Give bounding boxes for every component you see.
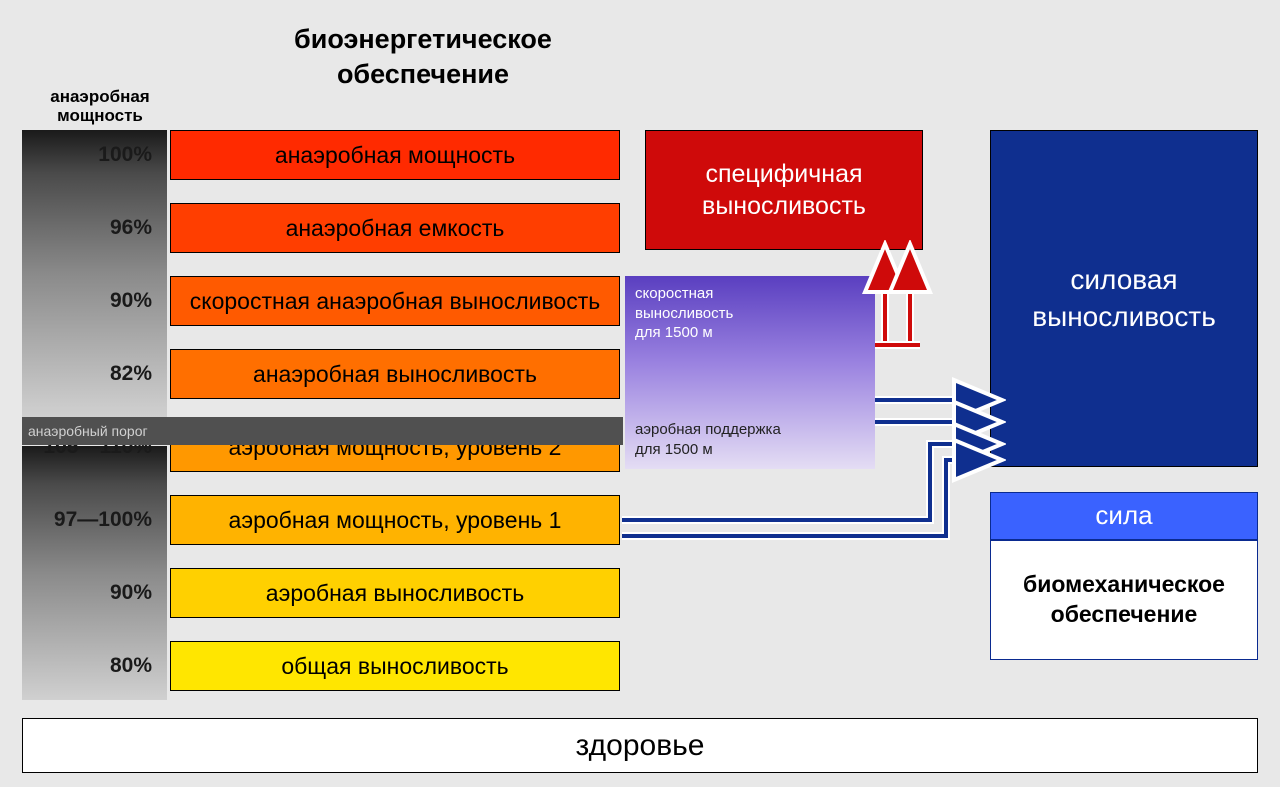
pct-label-7: 80% [22,654,152,678]
pct-label-5: 97—100% [22,508,152,532]
panel-biomech: биомеханическое обеспечение [990,540,1258,660]
title-bioenergetic: биоэнергетическое обеспечение [258,22,588,92]
panel-strength-endurance-label: силовая выносливость [1032,262,1216,335]
threshold-bar: анаэробный порог [22,417,623,445]
purple-speed-box: скоростная выносливость для 1500 м аэроб… [625,276,875,469]
energy-bar-7: общая выносливость [170,641,620,691]
footer-label: здоровье [576,729,705,763]
purple-top-text: скоростная выносливость для 1500 м [635,284,865,343]
pct-label-2: 90% [22,289,152,313]
panel-strength-label: сила [1095,499,1152,533]
energy-bar-6: аэробная выносливость [170,568,620,618]
energy-bar-3: анаэробная выносливость [170,349,620,399]
panel-specific-endurance-label: специфичная выносливость [702,158,866,223]
pct-label-3: 82% [22,362,152,386]
footer-health: здоровье [22,718,1258,773]
label-anaerobic-power: анаэробная мощность [45,88,155,125]
energy-bar-1: анаэробная емкость [170,203,620,253]
purple-bottom-text: аэробная поддержка для 1500 м [635,420,781,459]
energy-bar-0: анаэробная мощность [170,130,620,180]
panel-specific-endurance: специфичная выносливость [645,130,923,250]
panel-strength-endurance: силовая выносливость [990,130,1258,467]
threshold-label: анаэробный порог [28,423,148,439]
panel-biomech-label: биомеханическое обеспечение [1023,570,1225,630]
energy-bar-2: скоростная анаэробная выносливость [170,276,620,326]
pct-label-6: 90% [22,581,152,605]
pct-label-0: 100% [22,143,152,167]
energy-bar-5: аэробная мощность, уровень 1 [170,495,620,545]
pct-label-1: 96% [22,216,152,240]
panel-strength: сила [990,492,1258,540]
